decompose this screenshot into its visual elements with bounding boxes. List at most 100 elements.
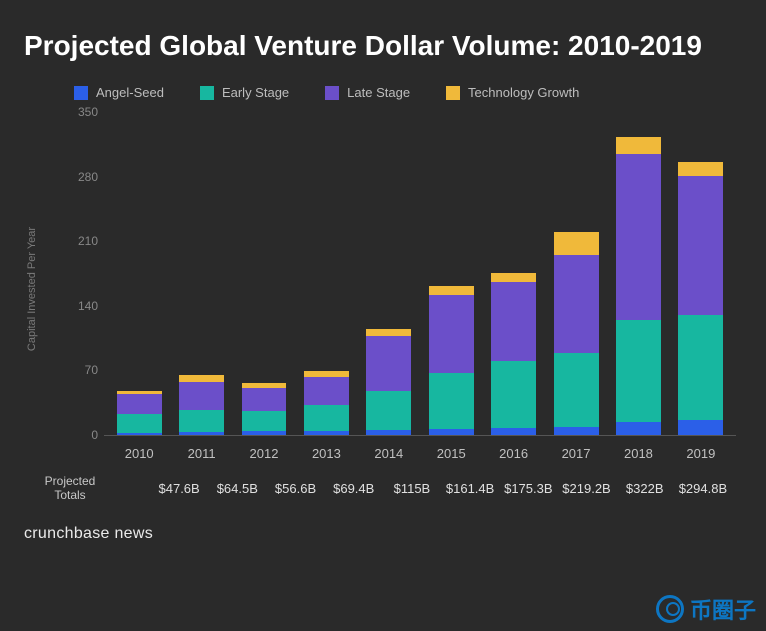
bar-segment-late <box>616 154 661 321</box>
totals-row: Projected Totals $47.6B$64.5B$56.6B$69.4… <box>58 474 742 503</box>
bar-column <box>170 112 232 435</box>
totals-label: Projected Totals <box>40 474 100 503</box>
legend-swatch <box>74 86 88 100</box>
bar-column <box>545 112 607 435</box>
legend-item: Early Stage <box>200 85 289 100</box>
totals-label-line1: Projected <box>45 474 96 488</box>
y-axis-label: Capital Invested Per Year <box>26 227 38 351</box>
y-tick: 210 <box>62 234 98 248</box>
stacked-bar <box>616 137 661 435</box>
watermark-text: 币圈子 <box>690 593 756 625</box>
y-tick: 350 <box>62 105 98 119</box>
legend-label: Late Stage <box>347 85 410 100</box>
x-tick-label: 2015 <box>420 440 482 466</box>
total-value: $322B <box>616 481 674 496</box>
stacked-bar <box>554 232 599 435</box>
watermark: 币圈子 <box>656 593 756 625</box>
bar-segment-angel <box>242 431 287 435</box>
bar-segment-early <box>554 353 599 427</box>
bar-segment-late <box>678 176 723 315</box>
stacked-bar <box>366 329 411 435</box>
bar-segment-tech <box>554 232 599 254</box>
bar-segment-early <box>678 315 723 421</box>
bar-column <box>358 112 420 435</box>
y-tick: 140 <box>62 299 98 313</box>
chart-area: Capital Invested Per Year 07014021028035… <box>58 112 742 466</box>
stacked-bar <box>429 286 474 435</box>
bar-segment-early <box>429 373 474 429</box>
bar-segment-late <box>179 382 224 410</box>
bar-segment-early <box>242 411 287 431</box>
total-value: $219.2B <box>557 481 615 496</box>
legend-label: Technology Growth <box>468 85 579 100</box>
x-tick-label: 2019 <box>670 440 732 466</box>
bar-segment-late <box>429 295 474 373</box>
bar-segment-angel <box>616 422 661 435</box>
stacked-bar <box>678 162 723 435</box>
bar-column <box>295 112 357 435</box>
x-tick-label: 2014 <box>358 440 420 466</box>
stacked-bar <box>304 371 349 435</box>
legend-item: Late Stage <box>325 85 410 100</box>
bar-segment-angel <box>491 428 536 435</box>
bar-column <box>607 112 669 435</box>
bar-segment-early <box>179 410 224 432</box>
legend-item: Angel-Seed <box>74 85 164 100</box>
total-value: $64.5B <box>208 481 266 496</box>
bar-column <box>233 112 295 435</box>
bar-segment-angel <box>366 430 411 435</box>
bar-segment-angel <box>554 427 599 435</box>
bar-segment-late <box>366 336 411 392</box>
bar-segment-tech <box>491 273 536 283</box>
totals-label-line2: Totals <box>54 488 85 502</box>
bar-segment-angel <box>304 431 349 435</box>
x-tick-label: 2018 <box>607 440 669 466</box>
bar-column <box>420 112 482 435</box>
x-tick-label: 2010 <box>108 440 170 466</box>
totals-values: $47.6B$64.5B$56.6B$69.4B$115B$161.4B$175… <box>146 481 736 496</box>
y-tick: 0 <box>62 428 98 442</box>
x-axis-labels: 2010201120122013201420152016201720182019 <box>104 440 736 466</box>
legend-swatch <box>325 86 339 100</box>
bar-segment-early <box>491 361 536 428</box>
bar-column <box>482 112 544 435</box>
bar-segment-late <box>242 388 287 411</box>
legend-swatch <box>200 86 214 100</box>
bar-segment-late <box>491 282 536 361</box>
bar-column <box>670 112 732 435</box>
stacked-bar <box>242 383 287 435</box>
plot-region: 070140210280350 <box>104 112 736 436</box>
bar-segment-early <box>616 320 661 422</box>
bar-segment-tech <box>678 162 723 176</box>
total-value: $47.6B <box>150 481 208 496</box>
legend-label: Early Stage <box>222 85 289 100</box>
total-value: $56.6B <box>266 481 324 496</box>
x-tick-label: 2017 <box>545 440 607 466</box>
bar-column <box>108 112 170 435</box>
bar-segment-late <box>554 255 599 353</box>
total-value: $175.3B <box>499 481 557 496</box>
total-value: $161.4B <box>441 481 499 496</box>
bar-segment-angel <box>117 433 162 435</box>
bar-segment-angel <box>678 420 723 435</box>
bar-segment-early <box>304 405 349 431</box>
x-tick-label: 2013 <box>295 440 357 466</box>
bar-segment-angel <box>429 429 474 435</box>
y-tick: 280 <box>62 170 98 184</box>
bar-segment-early <box>366 391 411 430</box>
legend-swatch <box>446 86 460 100</box>
x-tick-label: 2012 <box>233 440 295 466</box>
bar-segment-tech <box>366 329 411 336</box>
x-tick-label: 2011 <box>170 440 232 466</box>
total-value: $294.8B <box>674 481 732 496</box>
footer-brand: crunchbase news <box>24 525 742 543</box>
legend-item: Technology Growth <box>446 85 579 100</box>
bar-segment-tech <box>429 286 474 296</box>
legend-label: Angel-Seed <box>96 85 164 100</box>
chart-title: Projected Global Venture Dollar Volume: … <box>24 28 742 63</box>
total-value: $69.4B <box>325 481 383 496</box>
bars-group <box>104 112 736 435</box>
y-tick: 70 <box>62 363 98 377</box>
bar-segment-early <box>117 414 162 433</box>
chart-container: Projected Global Venture Dollar Volume: … <box>0 0 766 631</box>
